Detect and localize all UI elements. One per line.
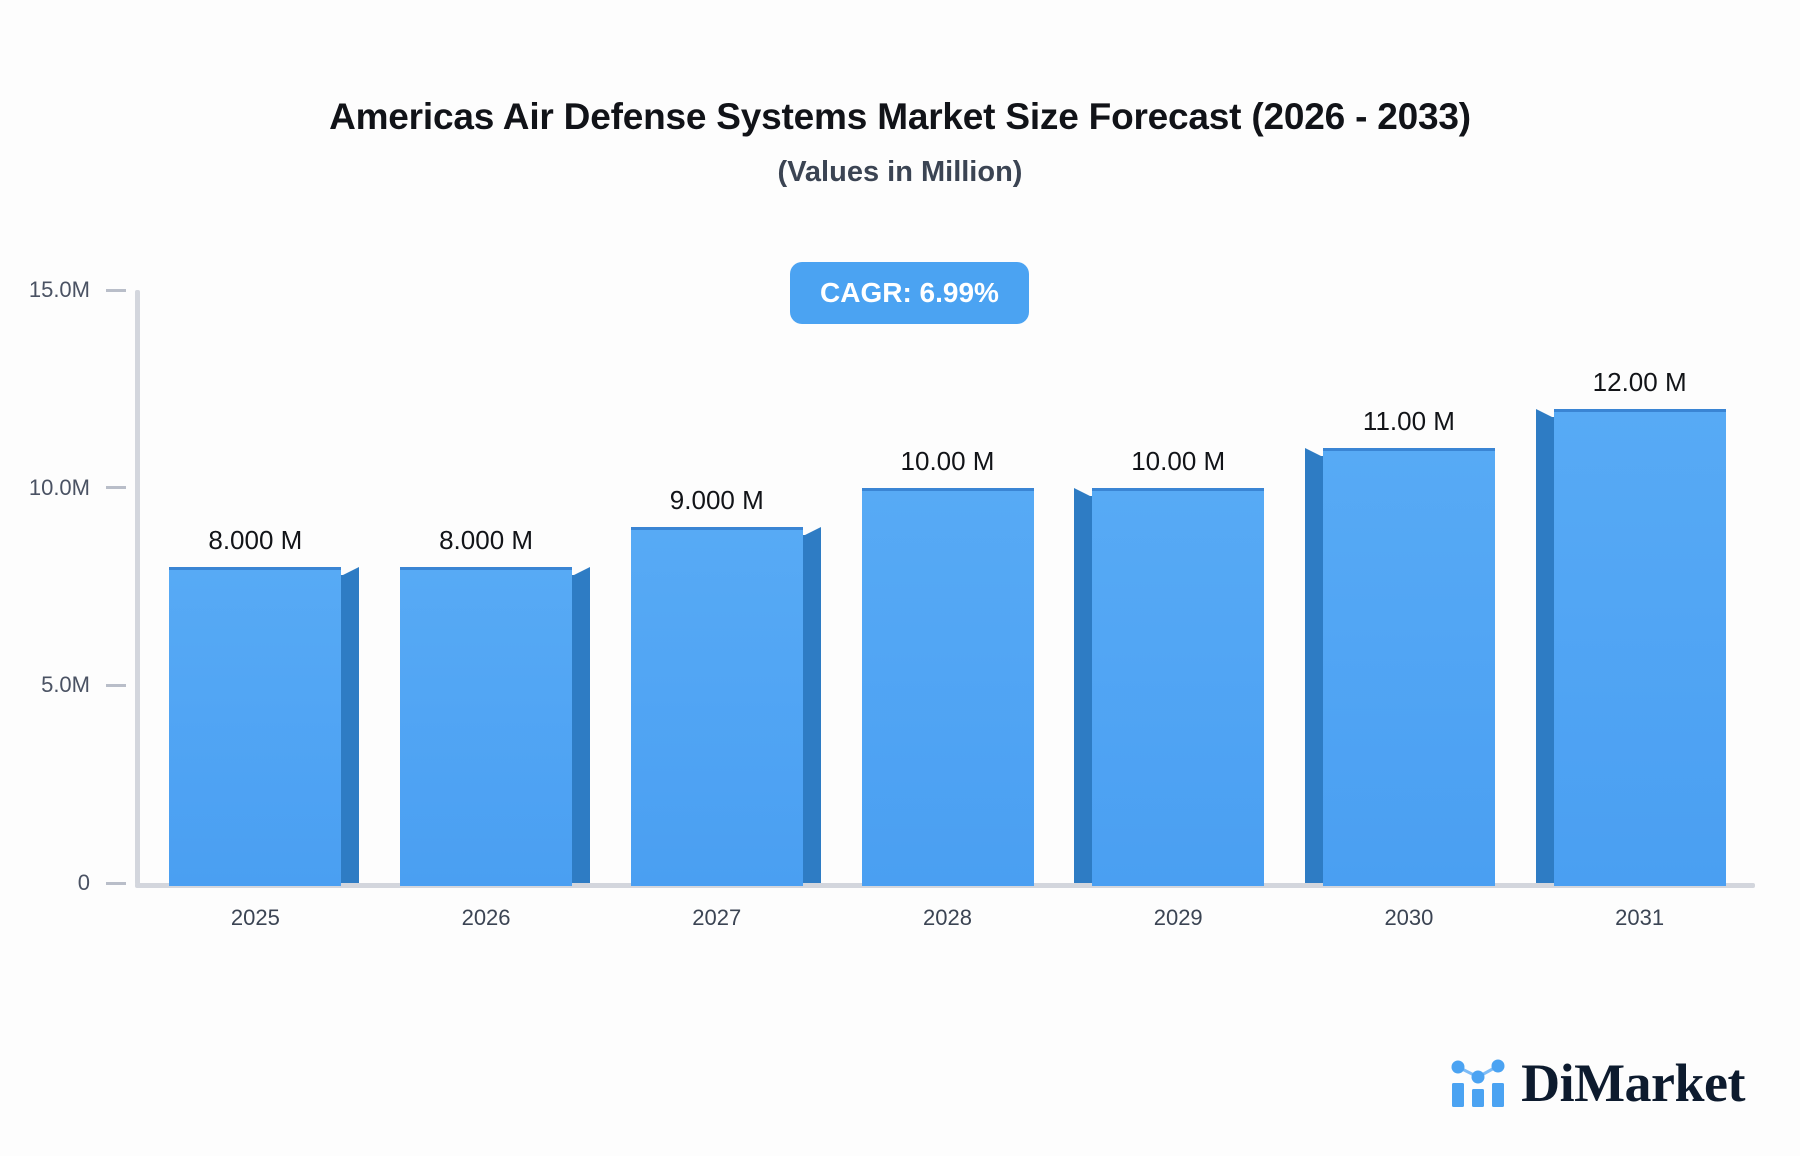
y-axis-tick-mark [106, 683, 126, 687]
x-axis-tick-label: 2028 [923, 905, 972, 930]
cagr-badge: CAGR: 6.99% [790, 262, 1029, 324]
bar-side-panel [341, 574, 360, 883]
y-axis-spine [135, 290, 140, 885]
y-axis-tick-mark [106, 486, 126, 490]
bar-value-label: 10.00 M [1131, 445, 1226, 476]
bar-side-cap [802, 527, 821, 537]
bar-side-cap [1304, 448, 1323, 458]
x-axis-tick-label: 2030 [1384, 905, 1434, 930]
y-axis-tick-mark [106, 288, 126, 292]
bar-value-label: 11.00 M [1362, 406, 1455, 437]
x-axis-tick-label: 2026 [461, 905, 511, 930]
x-axis-tick-label: 2025 [230, 905, 280, 930]
bar-value-label: 10.00 M [900, 445, 995, 476]
chart-subtitle: (Values in Million) [777, 155, 1023, 188]
bar-chart-dots-icon [1451, 1059, 1505, 1107]
bar-value-label: 8.000 M [439, 524, 534, 555]
bar[interactable] [169, 566, 342, 886]
bar-side-cap [1535, 408, 1554, 418]
bar-side-cap [1074, 487, 1093, 497]
y-axis-tick-label: 10.0M [28, 474, 90, 500]
y-axis-tick-label: 15.0M [28, 277, 90, 302]
bar-side-panel [1304, 456, 1323, 883]
bar-side-panel [1074, 495, 1093, 883]
bar[interactable] [630, 527, 803, 886]
bar-value-label: 8.000 M [208, 524, 303, 555]
bar-side-panel [1535, 416, 1554, 883]
title-block: Americas Air Defense Systems Market Size… [0, 96, 1800, 189]
brand-name: DiMarket [1521, 1053, 1745, 1113]
bar-value-label: 12.00 M [1592, 366, 1687, 397]
bar[interactable] [1092, 487, 1265, 886]
brand-logo: DiMarket [1449, 1056, 1745, 1110]
y-axis-tick-mark [106, 881, 126, 885]
bar-side-panel [572, 574, 591, 883]
x-axis-tick-label: 2027 [692, 905, 742, 930]
bar[interactable] [400, 566, 573, 886]
bar[interactable] [861, 487, 1034, 886]
bar-side-cap [572, 566, 591, 576]
x-axis-tick-label: 2029 [1153, 905, 1203, 930]
x-axis-tick-label: 2031 [1615, 905, 1665, 930]
bar-side-cap [341, 566, 360, 576]
bar-side-panel [802, 535, 821, 883]
bar[interactable] [1553, 408, 1726, 886]
y-axis-tick-label: 5.0M [41, 672, 90, 698]
y-axis-tick-label: 0 [77, 870, 90, 895]
page-title: Americas Air Defense Systems Market Size… [329, 96, 1471, 137]
cagr-badge-label: CAGR: 6.99% [820, 277, 999, 308]
bar-value-label: 9.000 M [669, 485, 764, 516]
bar[interactable] [1322, 448, 1495, 886]
